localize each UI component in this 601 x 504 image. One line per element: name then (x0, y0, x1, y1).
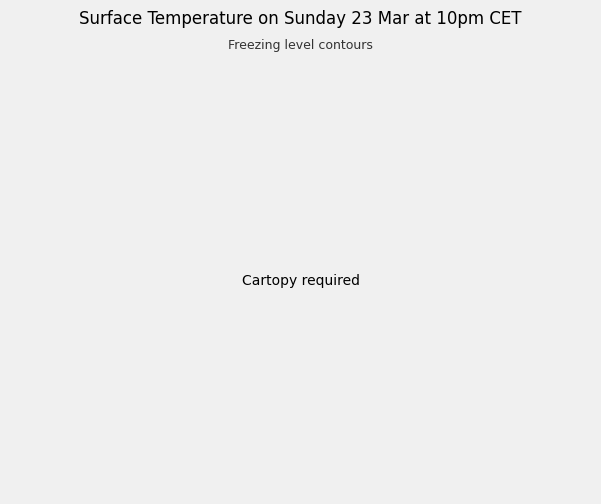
Text: Surface Temperature on Sunday 23 Mar at 10pm CET: Surface Temperature on Sunday 23 Mar at … (79, 10, 522, 28)
Text: Freezing level contours: Freezing level contours (228, 39, 373, 52)
Text: Cartopy required: Cartopy required (242, 274, 359, 288)
